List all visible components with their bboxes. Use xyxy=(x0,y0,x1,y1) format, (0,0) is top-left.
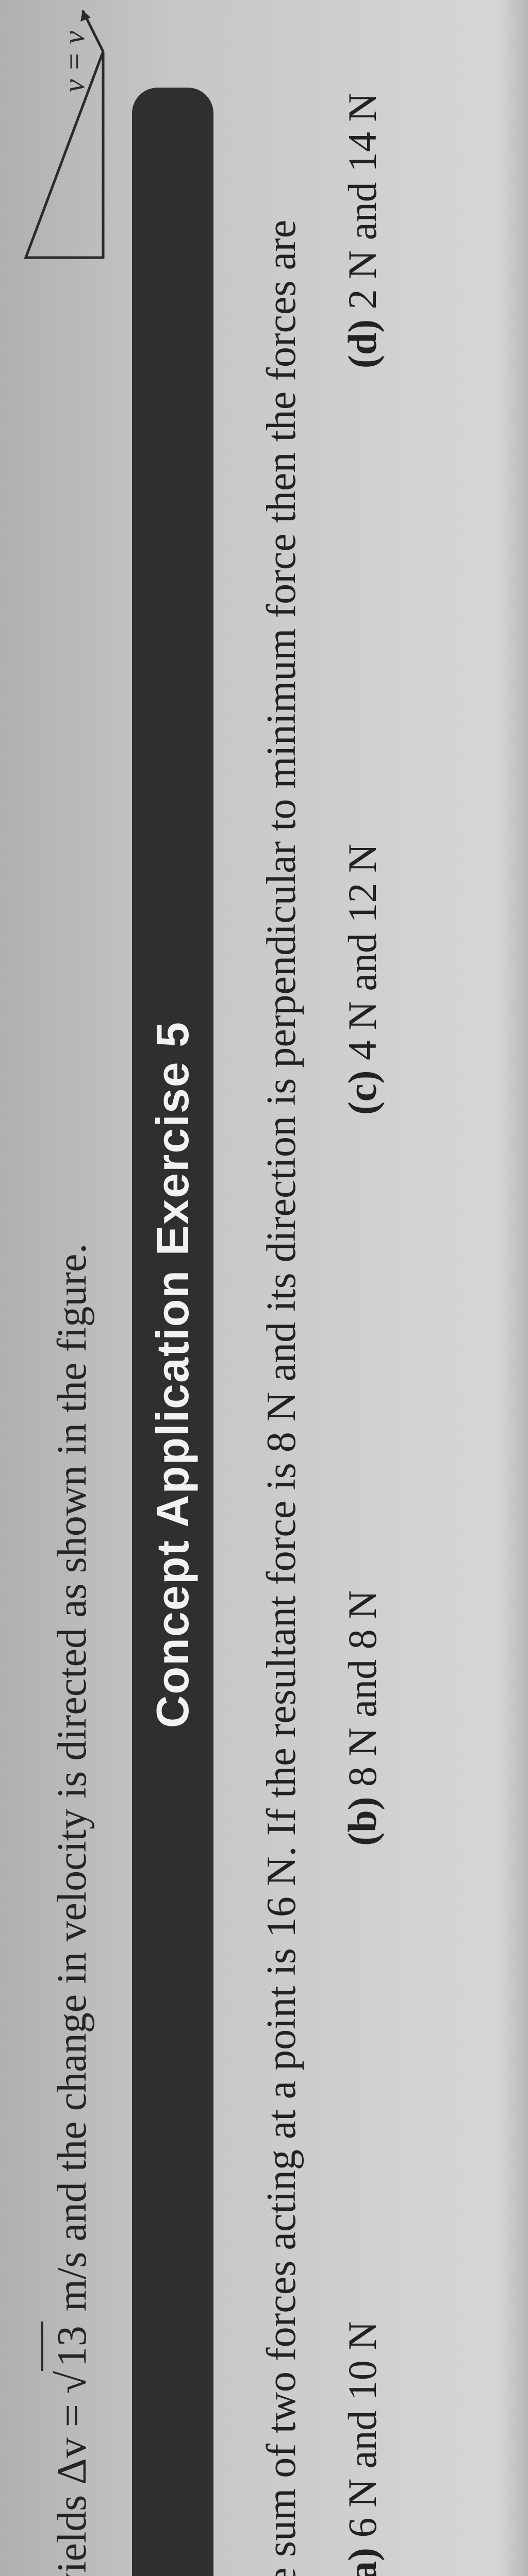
intro-suffix: m/s and the change in velocity is direct… xyxy=(50,1243,95,2311)
option-b: (b) 8 N and 8 N xyxy=(339,1590,386,1846)
radical-icon: √ xyxy=(50,2371,95,2394)
option-d: (d) 2 N and 14 N xyxy=(339,93,386,368)
option-b-text: 8 N and 8 N xyxy=(340,1590,385,1787)
intro-prefix: This yields Δv = xyxy=(50,2394,95,2576)
option-a-label: (a) xyxy=(340,2548,385,2576)
section-banner: Concept Application Exercise 5 xyxy=(132,88,213,2576)
page-content: v = v This yields Δv = √13 m/s and the c… xyxy=(0,0,528,2576)
sqrt-expression: √13 xyxy=(41,2321,101,2394)
option-d-label: (d) xyxy=(340,319,385,368)
sqrt-arg: 13 xyxy=(41,2321,101,2371)
intro-sentence: This yields Δv = √13 m/s and the change … xyxy=(41,62,101,2576)
option-a: (a) 6 N and 10 N xyxy=(339,2321,386,2576)
question-text: The sum of two forces acting at a point … xyxy=(259,220,304,2576)
vector-label: v = v xyxy=(57,31,91,93)
page-curl-shadow xyxy=(497,0,528,2576)
option-c-text: 4 N and 12 N xyxy=(340,844,385,1060)
option-c: (c) 4 N and 12 N xyxy=(339,844,386,1115)
banner-title: Concept Application Exercise 5 xyxy=(147,1021,198,1728)
option-a-text: 6 N and 10 N xyxy=(340,2321,385,2537)
question-1: 1. The sum of two forces acting at a poi… xyxy=(250,62,314,2576)
velocity-figure: v = v xyxy=(5,0,119,268)
rotated-page: v = v This yields Δv = √13 m/s and the c… xyxy=(0,2242,528,2576)
option-c-label: (c) xyxy=(340,1070,385,1115)
option-b-label: (b) xyxy=(340,1797,385,1845)
options-row: (a) 6 N and 10 N (b) 8 N and 8 N (c) 4 N… xyxy=(339,62,386,2576)
option-d-text: 2 N and 14 N xyxy=(340,93,385,309)
